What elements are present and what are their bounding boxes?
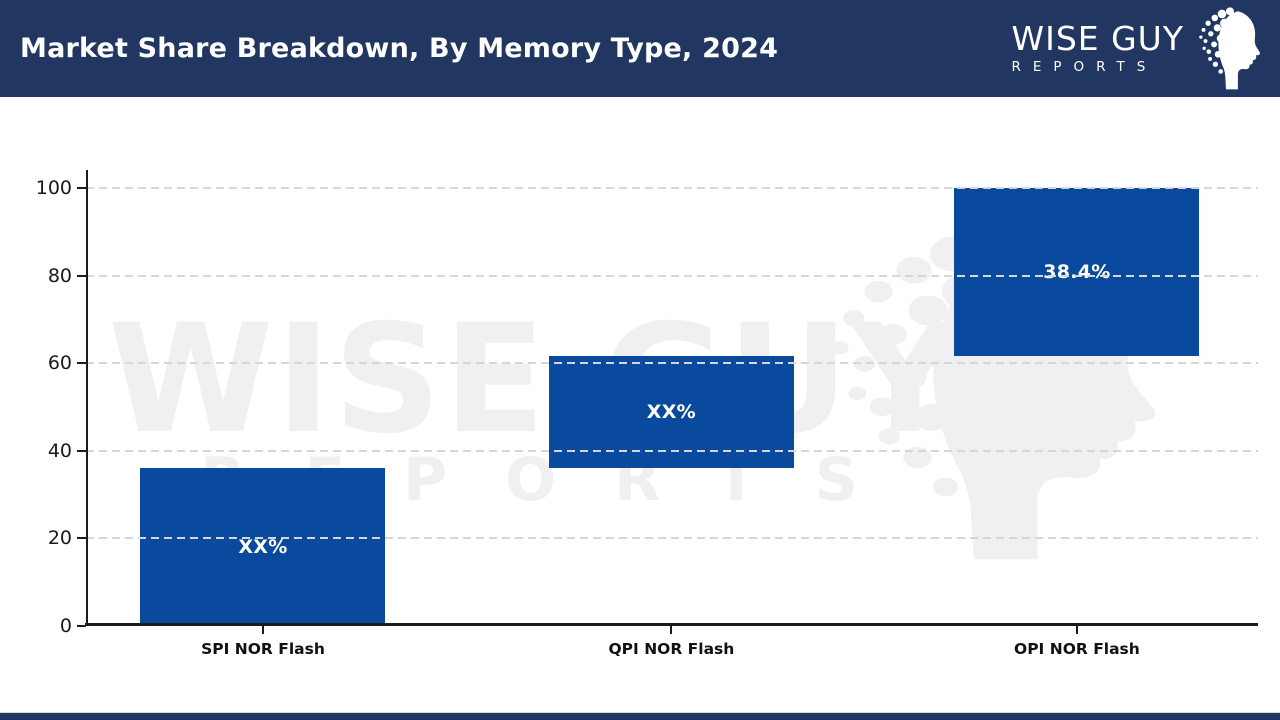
y-tick-0 — [77, 625, 86, 627]
gridline-20 — [86, 537, 1258, 540]
x-tick-2 — [670, 626, 673, 634]
y-tick-label-100: 100 — [35, 177, 72, 199]
y-tick-label-20: 20 — [47, 527, 72, 550]
y-tick-20 — [77, 537, 86, 540]
bar-qpi-nor-flash: XX% — [548, 356, 794, 469]
gridline-40 — [86, 449, 1258, 452]
y-tick-40 — [77, 449, 86, 452]
bar-opi-nor-flash: 38.4% — [954, 188, 1200, 357]
bar-value-label: XX% — [238, 536, 288, 559]
y-tick-label-0: 0 — [59, 615, 72, 637]
plot-area: 0 20 40 60 80 100 XX% XX% 38.4% SPI NOR Flash QPI… — [36, 170, 1258, 658]
brand-logo: WISE GUY REPORTS — [1011, 6, 1266, 92]
gridline-100 — [86, 187, 1258, 189]
x-category-label-3: OPI NOR Flash — [1014, 640, 1140, 658]
brand-logo-text: WISE GUY REPORTS — [1011, 19, 1184, 76]
bar-value-label: XX% — [646, 401, 697, 424]
y-tick-80 — [77, 274, 86, 277]
x-category-label-2: QPI NOR Flash — [608, 640, 735, 658]
y-axis-line — [86, 170, 88, 626]
x-category-label-1: SPI NOR Flash — [201, 640, 325, 658]
bar-spi-nor-flash: XX% — [140, 468, 386, 626]
bottom-accent-strip — [0, 713, 1280, 720]
brand-head-icon — [1199, 6, 1260, 89]
bottom-hairline — [0, 712, 1280, 713]
y-tick-100 — [77, 187, 86, 189]
chart-title: Market Share Breakdown, By Memory Type, … — [20, 33, 779, 64]
y-tick-60 — [77, 362, 86, 365]
y-tick-label-80: 80 — [47, 264, 72, 287]
y-tick-label-60: 60 — [47, 352, 72, 375]
brand-name: WISE GUY — [1011, 19, 1184, 58]
gridline-80 — [86, 274, 1258, 277]
data-area: 0 20 40 60 80 100 XX% XX% 38.4% — [36, 177, 1258, 637]
chart-region: WISE GUY REPORTS 0 20 40 60 80 100 XX% XX% 38.4%… — [0, 97, 1280, 713]
y-tick-label-40: 40 — [47, 439, 72, 462]
bar-value-label: 38.4% — [1043, 261, 1111, 284]
x-tick-3 — [1075, 626, 1078, 634]
x-tick-1 — [261, 626, 264, 634]
brand-subtitle: REPORTS — [1011, 59, 1158, 75]
header-bar: Market Share Breakdown, By Memory Type, … — [0, 0, 1280, 97]
gridline-60 — [86, 362, 1258, 365]
x-axis-line — [85, 623, 1258, 626]
